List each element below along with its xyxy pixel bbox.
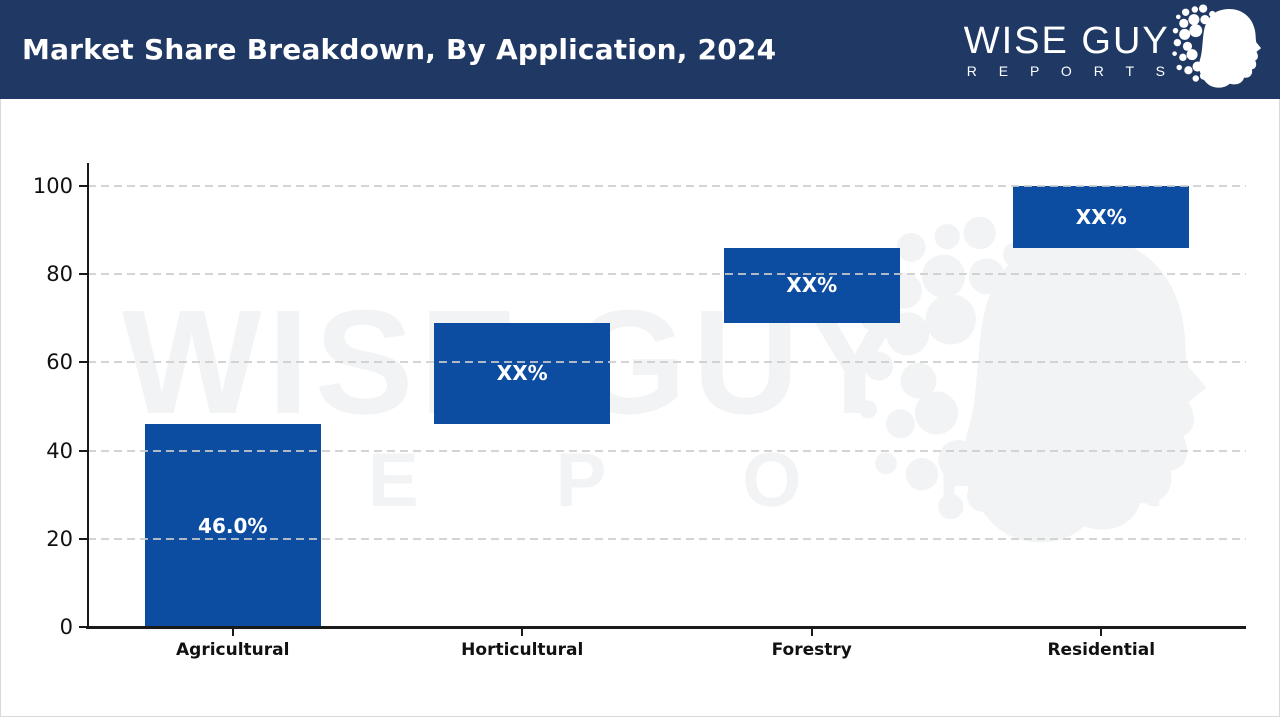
plot-area: 0 20 40 60 80 100 46.0% Agricultural XX% Horticul… bbox=[0, 99, 1280, 720]
gridline bbox=[88, 273, 1246, 276]
y-tick-mark bbox=[79, 537, 87, 540]
frame-border-bottom bbox=[0, 716, 1280, 717]
bar-value-label: XX% bbox=[1075, 204, 1127, 229]
y-tick-mark bbox=[79, 449, 87, 452]
bar-value-label: XX% bbox=[496, 361, 548, 386]
brand-logo: WISE GUY R E P O R T S bbox=[964, 0, 1264, 99]
y-tick-label: 20 bbox=[46, 526, 73, 551]
bar-forestry bbox=[723, 247, 900, 323]
y-tick-label: 60 bbox=[46, 350, 73, 375]
y-tick-mark bbox=[79, 626, 87, 628]
app-header: Market Share Breakdown, By Application, … bbox=[0, 0, 1280, 99]
brand-name: WISE GUY bbox=[963, 19, 1170, 62]
y-tick-mark bbox=[79, 185, 87, 187]
bar-value-label: XX% bbox=[786, 273, 838, 298]
brand-subname: R E P O R T S bbox=[966, 62, 1174, 79]
y-axis bbox=[87, 163, 89, 629]
gridline bbox=[88, 361, 1246, 364]
bar-horticultural bbox=[434, 322, 611, 425]
gridline bbox=[88, 185, 1246, 187]
gridline bbox=[88, 537, 1246, 540]
gridline bbox=[88, 449, 1246, 452]
y-tick-label: 80 bbox=[46, 262, 73, 287]
bar-agricultural bbox=[144, 424, 321, 627]
brand-logo-text: WISE GUY R E P O R T S bbox=[964, 22, 1174, 78]
x-tick-mark bbox=[810, 629, 813, 636]
x-tick-mark bbox=[521, 629, 524, 636]
y-tick-label: 40 bbox=[46, 438, 73, 463]
frame-border-left bbox=[0, 99, 1, 717]
x-axis bbox=[86, 626, 1246, 629]
x-axis-label-forestry: Forestry bbox=[771, 640, 852, 660]
y-tick-mark bbox=[79, 273, 87, 276]
bar-residential bbox=[1013, 186, 1190, 248]
y-tick-label: 0 bbox=[59, 615, 73, 639]
bar-value-label: 46.0% bbox=[198, 513, 268, 538]
x-tick-mark bbox=[231, 629, 234, 636]
x-tick-mark bbox=[1100, 629, 1103, 636]
y-tick-label: 100 bbox=[32, 174, 73, 198]
y-tick-mark bbox=[79, 361, 87, 364]
x-axis-label-residential: Residential bbox=[1047, 640, 1156, 660]
x-axis-label-horticultural: Horticultural bbox=[461, 640, 584, 660]
brand-face-icon bbox=[1172, 3, 1262, 88]
x-axis-label-agricultural: Agricultural bbox=[176, 640, 290, 660]
page-title: Market Share Breakdown, By Application, … bbox=[22, 33, 777, 66]
